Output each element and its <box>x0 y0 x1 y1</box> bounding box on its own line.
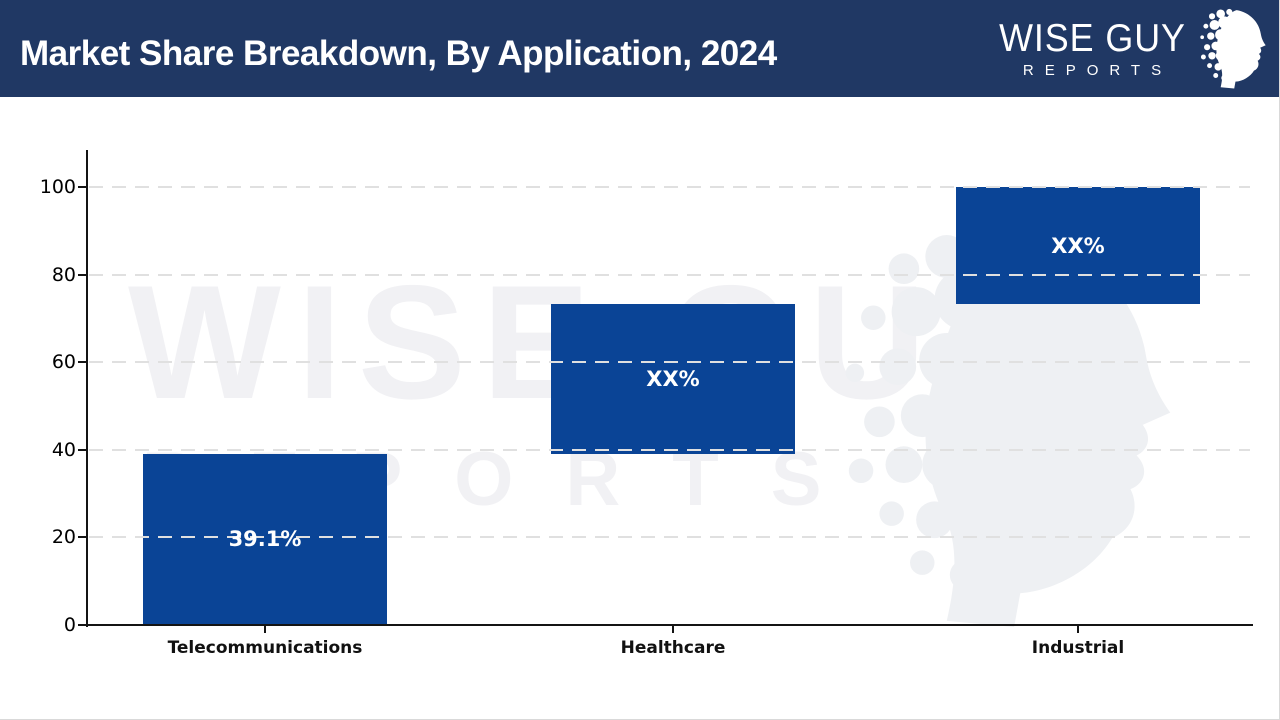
gridline-40 <box>89 448 1250 451</box>
x-category-label-Industrial: Industrial <box>1031 638 1125 658</box>
bar-value-label-Industrial: XX% <box>1051 233 1105 258</box>
y-tick-label-40: 40 <box>51 438 76 461</box>
y-tick-label-0: 0 <box>63 614 76 636</box>
header-bar: Market Share Breakdown, By Application, … <box>0 0 1279 97</box>
y-tick-label-60: 60 <box>51 351 76 374</box>
dotted-head-profile-icon <box>1196 6 1270 92</box>
y-tick-label-20: 20 <box>51 526 76 549</box>
y-tick-mark-0 <box>78 624 86 626</box>
x-tick-mark-Healthcare <box>672 626 674 633</box>
gridline-80 <box>89 273 1250 276</box>
y-tick-mark-40 <box>78 448 86 451</box>
y-tick-mark-100 <box>78 186 86 188</box>
y-tick-label-100: 100 <box>39 176 76 198</box>
y-tick-label-80: 80 <box>51 263 76 286</box>
y-tick-mark-60 <box>78 361 86 364</box>
x-category-label-Healthcare: Healthcare <box>620 638 726 658</box>
bar-value-label-Healthcare: XX% <box>646 367 700 392</box>
x-category-label-Telecommunications: Telecommunications <box>167 638 363 658</box>
bar-value-label-Telecommunications: 39.1% <box>228 527 302 552</box>
bar-segment-Telecommunications <box>143 453 387 625</box>
y-tick-mark-20 <box>78 536 86 539</box>
bar-segment-Industrial <box>956 187 1200 305</box>
x-axis-line <box>86 624 1253 626</box>
y-tick-mark-80 <box>78 273 86 276</box>
bar-segment-Healthcare <box>551 304 795 454</box>
x-tick-mark-Telecommunications <box>264 626 266 633</box>
wise-guy-reports-logo: WISE GUY REPORTS <box>991 4 1270 94</box>
logo-wordmark: WISE GUY <box>999 17 1186 60</box>
logo-subtext: REPORTS <box>1022 62 1173 79</box>
gridline-20 <box>89 536 1250 539</box>
page-title: Market Share Breakdown, By Application, … <box>20 34 777 73</box>
gridline-100 <box>89 186 1250 188</box>
x-tick-mark-Industrial <box>1077 626 1079 633</box>
gridline-60 <box>89 361 1250 364</box>
y-axis-line <box>86 150 88 627</box>
